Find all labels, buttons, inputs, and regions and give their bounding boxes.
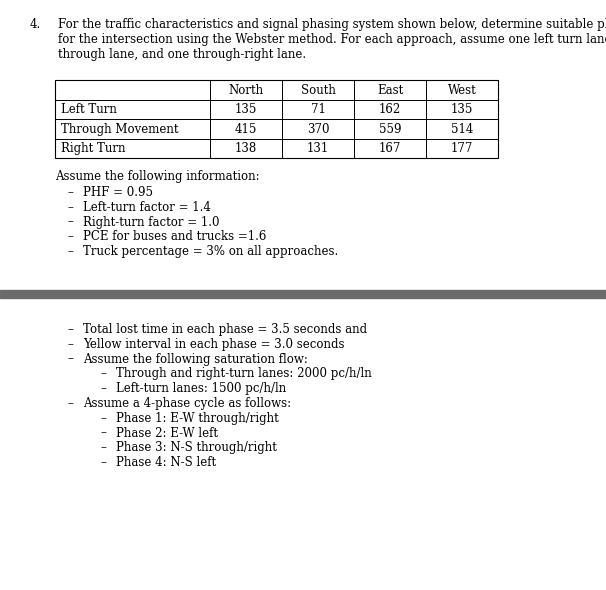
Text: for the intersection using the Webster method. For each approach, assume one lef: for the intersection using the Webster m… bbox=[58, 33, 606, 46]
Text: 559: 559 bbox=[379, 123, 401, 136]
Text: –: – bbox=[100, 441, 106, 454]
Text: Phase 3: N-S through/right: Phase 3: N-S through/right bbox=[116, 441, 277, 454]
Text: –: – bbox=[100, 427, 106, 440]
Text: Through and right-turn lanes: 2000 pc/h/ln: Through and right-turn lanes: 2000 pc/h/… bbox=[116, 368, 371, 381]
Text: 415: 415 bbox=[235, 123, 257, 136]
Text: 167: 167 bbox=[379, 142, 401, 155]
Text: North: North bbox=[228, 84, 264, 97]
Text: –: – bbox=[67, 230, 73, 243]
Text: –: – bbox=[67, 215, 73, 228]
Text: 514: 514 bbox=[451, 123, 473, 136]
Text: Through Movement: Through Movement bbox=[61, 123, 179, 136]
Text: West: West bbox=[448, 84, 476, 97]
Text: 177: 177 bbox=[451, 142, 473, 155]
Bar bbox=[55, 80, 498, 158]
Text: Phase 1: E-W through/right: Phase 1: E-W through/right bbox=[116, 412, 279, 425]
Text: Right Turn: Right Turn bbox=[61, 142, 125, 155]
Text: 71: 71 bbox=[310, 103, 325, 116]
Text: 135: 135 bbox=[235, 103, 257, 116]
Text: –: – bbox=[67, 337, 73, 350]
Text: Assume the following saturation flow:: Assume the following saturation flow: bbox=[83, 353, 308, 366]
Text: Truck percentage = 3% on all approaches.: Truck percentage = 3% on all approaches. bbox=[83, 245, 338, 258]
Text: –: – bbox=[100, 382, 106, 395]
Text: Assume the following information:: Assume the following information: bbox=[55, 171, 259, 183]
Text: –: – bbox=[100, 368, 106, 381]
Text: Assume a 4-phase cycle as follows:: Assume a 4-phase cycle as follows: bbox=[83, 397, 291, 410]
Text: 138: 138 bbox=[235, 142, 257, 155]
Text: –: – bbox=[67, 186, 73, 199]
Text: Left-turn lanes: 1500 pc/h/ln: Left-turn lanes: 1500 pc/h/ln bbox=[116, 382, 286, 395]
Text: 162: 162 bbox=[379, 103, 401, 116]
Text: through lane, and one through-right lane.: through lane, and one through-right lane… bbox=[58, 48, 306, 61]
Text: Phase 4: N-S left: Phase 4: N-S left bbox=[116, 456, 216, 469]
Text: PHF = 0.95: PHF = 0.95 bbox=[83, 186, 153, 199]
Text: Right-turn factor = 1.0: Right-turn factor = 1.0 bbox=[83, 215, 219, 228]
Text: –: – bbox=[100, 412, 106, 425]
Bar bbox=[0, 290, 606, 298]
Text: 370: 370 bbox=[307, 123, 329, 136]
Text: Yellow interval in each phase = 3.0 seconds: Yellow interval in each phase = 3.0 seco… bbox=[83, 337, 344, 350]
Text: 131: 131 bbox=[307, 142, 329, 155]
Text: 135: 135 bbox=[451, 103, 473, 116]
Text: Total lost time in each phase = 3.5 seconds and: Total lost time in each phase = 3.5 seco… bbox=[83, 323, 367, 336]
Text: –: – bbox=[67, 201, 73, 214]
Text: South: South bbox=[301, 84, 336, 97]
Text: For the traffic characteristics and signal phasing system shown below, determine: For the traffic characteristics and sign… bbox=[58, 18, 606, 31]
Text: PCE for buses and trucks =1.6: PCE for buses and trucks =1.6 bbox=[83, 230, 267, 243]
Text: Left-turn factor = 1.4: Left-turn factor = 1.4 bbox=[83, 201, 211, 214]
Text: –: – bbox=[67, 245, 73, 258]
Text: East: East bbox=[377, 84, 403, 97]
Text: –: – bbox=[67, 353, 73, 366]
Text: Phase 2: E-W left: Phase 2: E-W left bbox=[116, 427, 218, 440]
Text: –: – bbox=[67, 397, 73, 410]
Text: Left Turn: Left Turn bbox=[61, 103, 117, 116]
Text: –: – bbox=[67, 323, 73, 336]
Text: 4.: 4. bbox=[30, 18, 41, 31]
Text: –: – bbox=[100, 456, 106, 469]
